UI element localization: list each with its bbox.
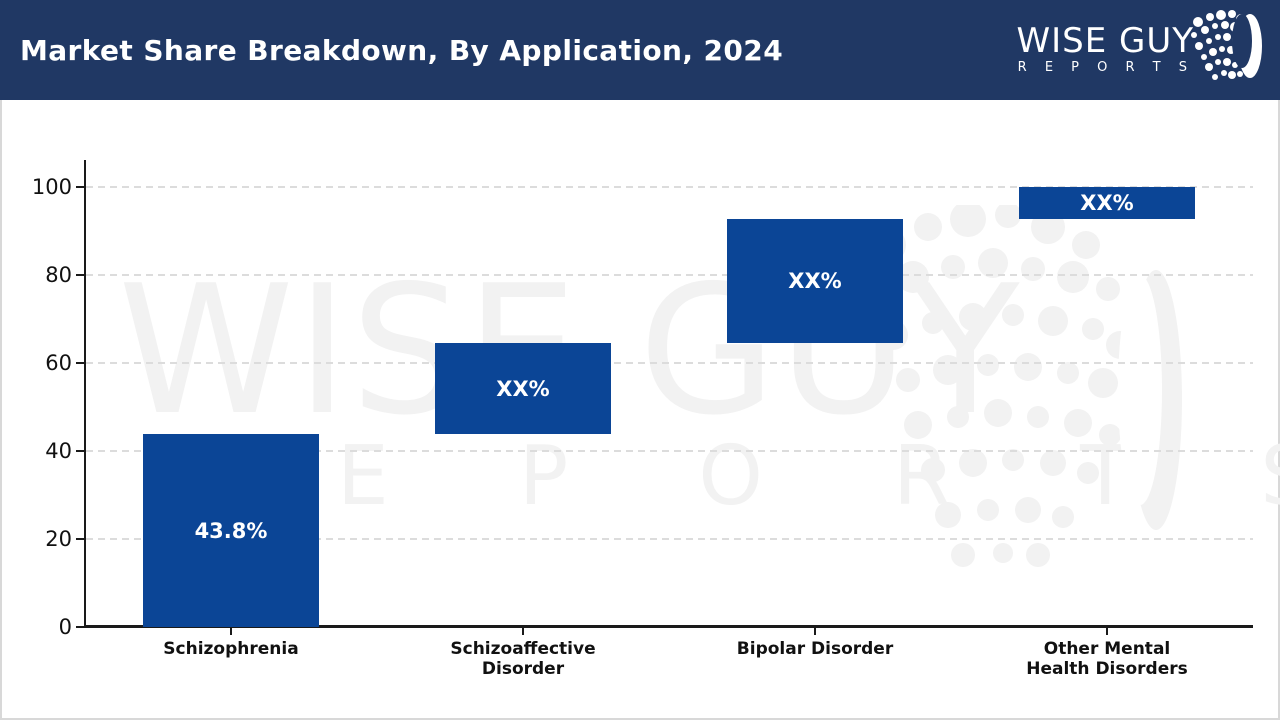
x-axis-tick xyxy=(814,628,816,635)
page-title: Market Share Breakdown, By Application, … xyxy=(20,33,784,67)
y-axis-tick xyxy=(76,450,84,452)
category-label: Bipolar Disorder xyxy=(736,639,894,659)
bar-value-label: XX% xyxy=(1080,191,1134,216)
category-label: Other Mental Health Disorders xyxy=(1026,639,1188,679)
gridline xyxy=(86,362,1253,364)
gridline xyxy=(86,538,1253,540)
x-axis-tick xyxy=(522,628,524,635)
bar: 43.8% xyxy=(143,434,319,627)
y-axis-tick-label: 40 xyxy=(45,439,72,463)
y-axis-tick-label: 0 xyxy=(58,615,72,639)
logo-face-icon xyxy=(1191,10,1262,80)
y-axis-tick xyxy=(76,538,84,540)
bar: XX% xyxy=(435,343,611,435)
y-axis-tick-label: 100 xyxy=(31,175,72,199)
logo: WISE GUY R E P O R T S xyxy=(1016,8,1262,92)
bar-value-label: 43.8% xyxy=(194,518,268,543)
y-axis-tick xyxy=(76,274,84,276)
bar-value-label: XX% xyxy=(496,376,550,401)
gridline xyxy=(86,450,1253,452)
gridline xyxy=(86,186,1253,188)
header: Market Share Breakdown, By Application, … xyxy=(0,0,1280,100)
gridline xyxy=(86,274,1253,276)
y-axis-tick-label: 80 xyxy=(45,263,72,287)
logo-text: WISE GUY R E P O R T S xyxy=(1016,24,1194,76)
y-axis-tick-label: 20 xyxy=(45,527,72,551)
logo-subtitle: R E P O R T S xyxy=(1017,60,1194,75)
y-axis-line xyxy=(84,160,86,627)
y-axis-tick xyxy=(76,186,84,188)
y-axis-tick xyxy=(76,626,84,628)
x-axis-line xyxy=(84,625,1253,628)
logo-wordmark: WISE GUY xyxy=(1016,21,1194,61)
x-axis-tick xyxy=(230,628,232,635)
bar: XX% xyxy=(727,219,903,344)
y-axis-tick xyxy=(76,362,84,364)
category-label: Schizophrenia xyxy=(163,639,299,659)
bar: XX% xyxy=(1019,187,1195,220)
y-axis-tick-label: 60 xyxy=(45,351,72,375)
category-label: Schizoaffective Disorder xyxy=(450,639,596,679)
bar-value-label: XX% xyxy=(788,269,842,294)
x-axis-tick xyxy=(1106,628,1108,635)
